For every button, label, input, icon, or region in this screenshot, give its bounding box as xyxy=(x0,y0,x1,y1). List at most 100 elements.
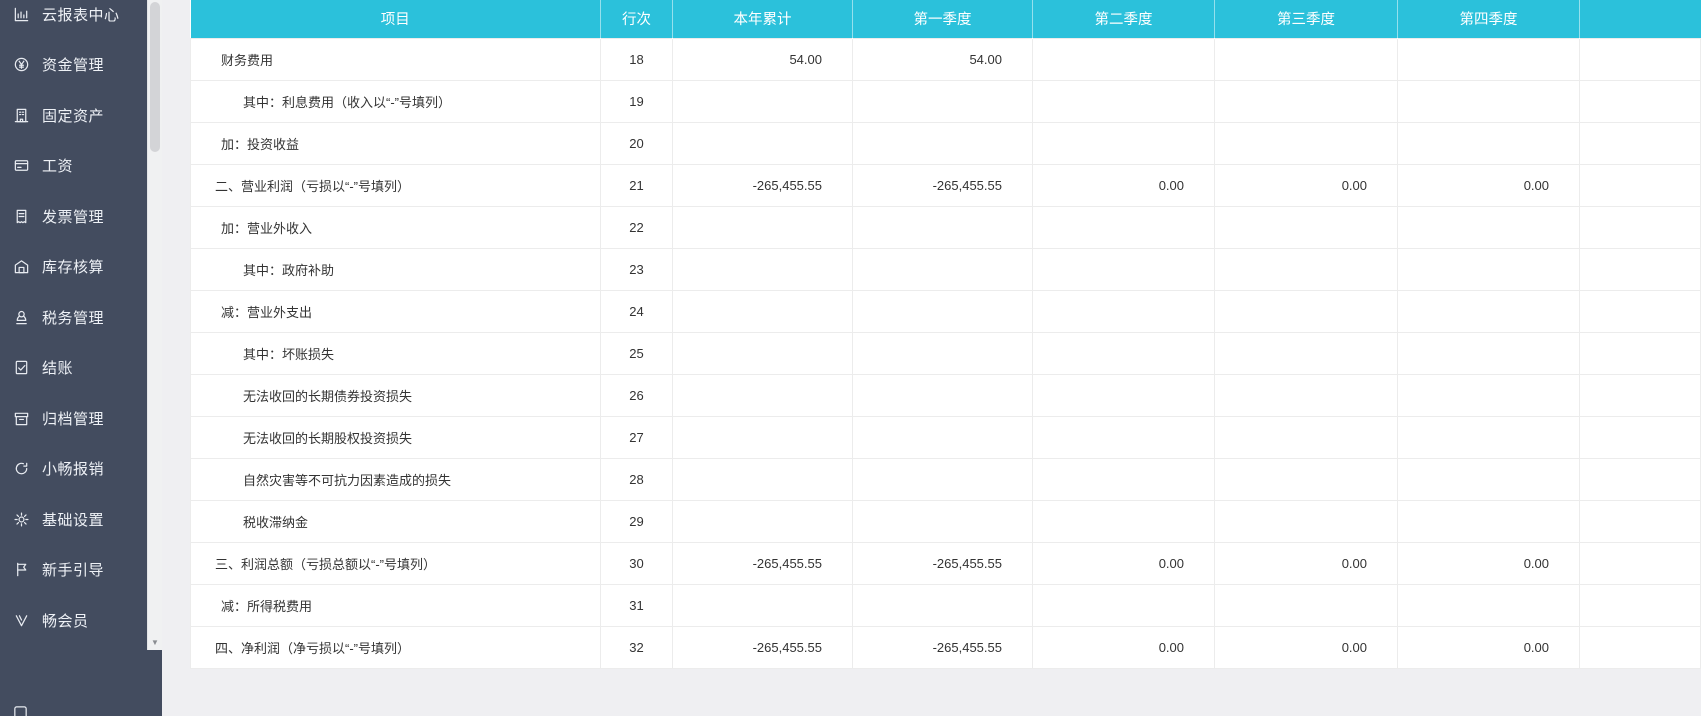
sidebar-item-inventory-accounting[interactable]: 库存核算 xyxy=(0,242,162,293)
line-number-cell: 21 xyxy=(600,163,673,207)
scrollbar-thumb[interactable] xyxy=(150,2,160,152)
table-row: 税收滞纳金 29 xyxy=(190,499,1701,543)
reimburse-icon xyxy=(12,460,30,478)
item-cell: 无法收回的长期债券投资损失 xyxy=(190,373,601,417)
value-cell: -265,455.55 xyxy=(852,163,1033,207)
value-cell xyxy=(1397,37,1580,81)
value-cell xyxy=(852,289,1033,333)
value-cell xyxy=(1214,37,1398,81)
table-row: 其中：政府补助 23 xyxy=(190,247,1701,291)
value-cell: 0.00 xyxy=(1214,163,1398,207)
line-number-cell: 25 xyxy=(600,331,673,375)
value-cell xyxy=(1032,37,1215,81)
value-cell: 0.00 xyxy=(1397,625,1580,669)
table-row: 加：投资收益 20 xyxy=(190,121,1701,165)
value-cell xyxy=(672,457,853,501)
value-cell xyxy=(1214,289,1398,333)
value-cell: 0.00 xyxy=(1397,163,1580,207)
value-cell xyxy=(1397,79,1580,123)
value-cell xyxy=(1397,289,1580,333)
sidebar-item-archive-management[interactable]: 归档管理 xyxy=(0,393,162,444)
table-row: 无法收回的长期股权投资损失 27 xyxy=(190,415,1701,459)
value-cell xyxy=(1397,247,1580,291)
value-cell: -265,455.55 xyxy=(672,541,853,585)
sidebar-menu: 云报表中心 资金管理固定资产工资发票管理 库存核算 税务管理 结账 归档管理 小畅报销 基础设… xyxy=(0,0,162,646)
item-cell: 无法收回的长期股权投资损失 xyxy=(190,415,601,459)
value-cell xyxy=(1214,331,1398,375)
value-cell: -265,455.55 xyxy=(672,163,853,207)
scrollbar-down-button[interactable]: ▼ xyxy=(148,634,162,650)
value-cell xyxy=(1214,121,1398,165)
value-cell xyxy=(672,583,853,627)
table-row: 加：营业外收入 22 xyxy=(190,205,1701,249)
fixed-assets-icon xyxy=(12,106,30,124)
item-cell: 加：投资收益 xyxy=(190,121,601,165)
sidebar-scrollbar[interactable]: ▼ xyxy=(147,0,162,650)
item-cell: 其中：政府补助 xyxy=(190,247,601,291)
sidebar-item-partial[interactable] xyxy=(0,701,30,716)
value-cell xyxy=(1214,499,1398,543)
value-cell: 54.00 xyxy=(852,37,1033,81)
income-statement-table: 项目 行次 本年累计 第一季度 第二季度 第三季度 第四季度 财务费用 18 54.… xyxy=(190,0,1701,669)
line-number-cell: 32 xyxy=(600,625,673,669)
value-cell xyxy=(852,79,1033,123)
sidebar-item-tax-management[interactable]: 税务管理 xyxy=(0,292,162,343)
filler-cell xyxy=(1579,541,1701,585)
value-cell xyxy=(672,331,853,375)
table-row: 二、营业利润（亏损以“-”号填列） 21 -265,455.55 -265,455.5… xyxy=(190,163,1701,207)
value-cell: 0.00 xyxy=(1032,163,1215,207)
value-cell xyxy=(852,499,1033,543)
filler-cell xyxy=(1579,499,1701,543)
funds-icon xyxy=(12,56,30,74)
table-row: 减：所得税费用 31 xyxy=(190,583,1701,627)
line-number-cell: 22 xyxy=(600,205,673,249)
value-cell xyxy=(852,121,1033,165)
sidebar-item-cloud-report-center[interactable]: 云报表中心 xyxy=(0,0,162,40)
value-cell xyxy=(1397,121,1580,165)
guide-icon xyxy=(12,561,30,579)
archive-icon xyxy=(12,409,30,427)
value-cell xyxy=(1397,499,1580,543)
sidebar-item-beginner-guide[interactable]: 新手引导 xyxy=(0,545,162,596)
filler-cell xyxy=(1579,415,1701,459)
item-cell: 减：营业外支出 xyxy=(190,289,601,333)
value-cell xyxy=(1032,415,1215,459)
value-cell xyxy=(852,457,1033,501)
value-cell xyxy=(672,79,853,123)
column-header-item: 项目 xyxy=(190,0,601,38)
member-icon xyxy=(12,611,30,629)
value-cell: 0.00 xyxy=(1397,541,1580,585)
column-header-q4: 第四季度 xyxy=(1397,0,1580,38)
value-cell xyxy=(1032,205,1215,249)
value-cell: 0.00 xyxy=(1214,625,1398,669)
sidebar-item-funds-management[interactable]: 资金管理 xyxy=(0,40,162,91)
sidebar-item-xiaochang-reimburse[interactable]: 小畅报销 xyxy=(0,444,162,495)
sidebar-item-basic-settings[interactable]: 基础设置 xyxy=(0,494,162,545)
line-number-cell: 20 xyxy=(600,121,673,165)
closing-icon xyxy=(12,359,30,377)
tax-icon xyxy=(12,308,30,326)
value-cell xyxy=(852,205,1033,249)
table-header-row: 项目 行次 本年累计 第一季度 第二季度 第三季度 第四季度 xyxy=(190,0,1701,38)
value-cell xyxy=(672,415,853,459)
filler-cell xyxy=(1579,37,1701,81)
sidebar-item-label: 畅会员 xyxy=(42,612,89,630)
settings-icon xyxy=(12,510,30,528)
value-cell xyxy=(852,415,1033,459)
value-cell xyxy=(672,373,853,417)
sidebar-item-fixed-assets[interactable]: 固定资产 xyxy=(0,90,162,141)
line-number-cell: 19 xyxy=(600,79,673,123)
sidebar-item-payroll[interactable]: 工资 xyxy=(0,141,162,192)
value-cell xyxy=(1397,457,1580,501)
sidebar-item-invoice-management[interactable]: 发票管理 xyxy=(0,191,162,242)
sidebar-item-member[interactable]: 畅会员 xyxy=(0,595,162,646)
table-row: 财务费用 18 54.00 54.00 xyxy=(190,37,1701,81)
value-cell xyxy=(1032,79,1215,123)
sidebar-item-label: 工资 xyxy=(42,158,74,176)
value-cell xyxy=(1214,457,1398,501)
line-number-cell: 26 xyxy=(600,373,673,417)
line-number-cell: 18 xyxy=(600,37,673,81)
value-cell xyxy=(1214,583,1398,627)
sidebar-item-closing[interactable]: 结账 xyxy=(0,343,162,394)
sidebar-item-label: 固定资产 xyxy=(42,107,105,125)
